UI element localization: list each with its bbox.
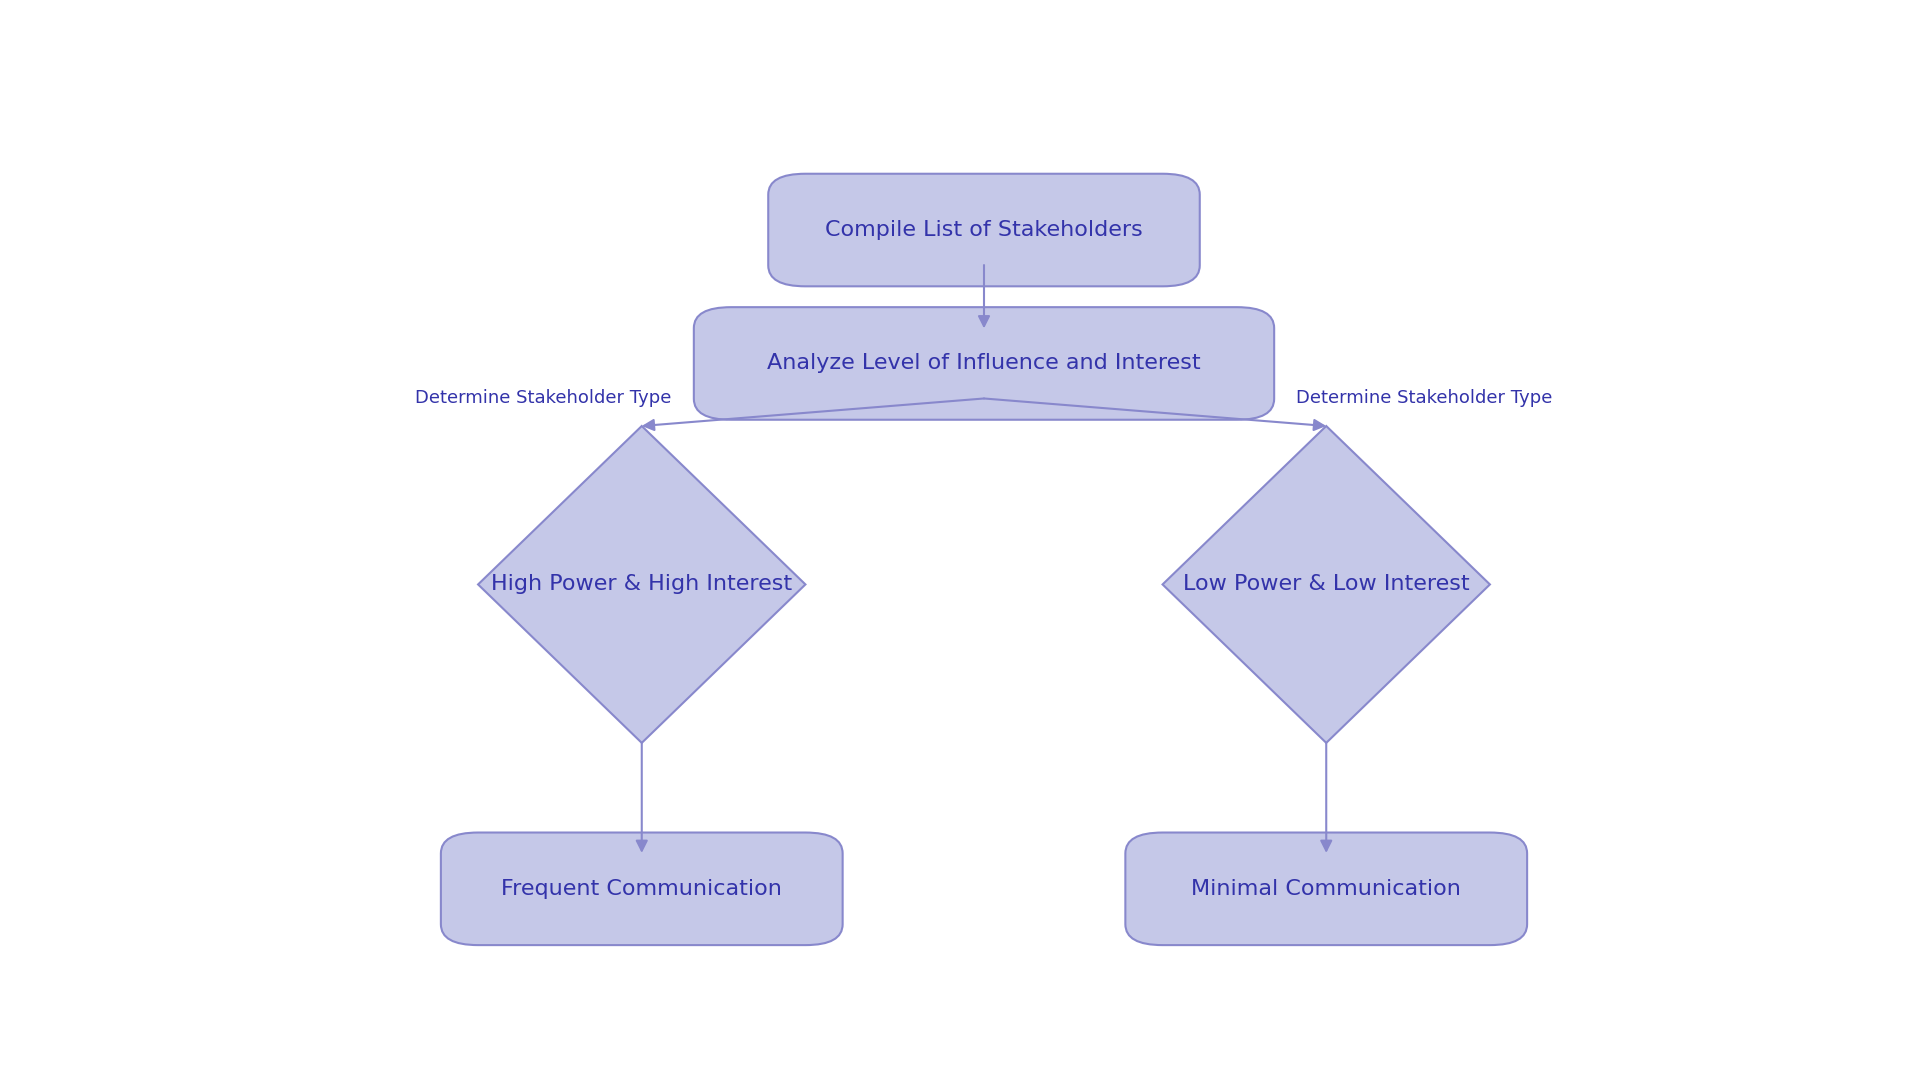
Text: Determine Stakeholder Type: Determine Stakeholder Type (415, 389, 672, 407)
FancyBboxPatch shape (768, 173, 1200, 286)
FancyBboxPatch shape (1125, 833, 1526, 945)
FancyBboxPatch shape (442, 833, 843, 945)
Text: Minimal Communication: Minimal Communication (1190, 878, 1461, 899)
Text: Compile List of Stakeholders: Compile List of Stakeholders (826, 220, 1142, 240)
Text: High Power & High Interest: High Power & High Interest (492, 574, 793, 595)
FancyBboxPatch shape (693, 308, 1275, 420)
Text: Frequent Communication: Frequent Communication (501, 878, 781, 899)
Polygon shape (1162, 426, 1490, 743)
Text: Determine Stakeholder Type: Determine Stakeholder Type (1296, 389, 1553, 407)
Text: Low Power & Low Interest: Low Power & Low Interest (1183, 574, 1469, 595)
Text: Analyze Level of Influence and Interest: Analyze Level of Influence and Interest (768, 353, 1200, 374)
Polygon shape (478, 426, 806, 743)
